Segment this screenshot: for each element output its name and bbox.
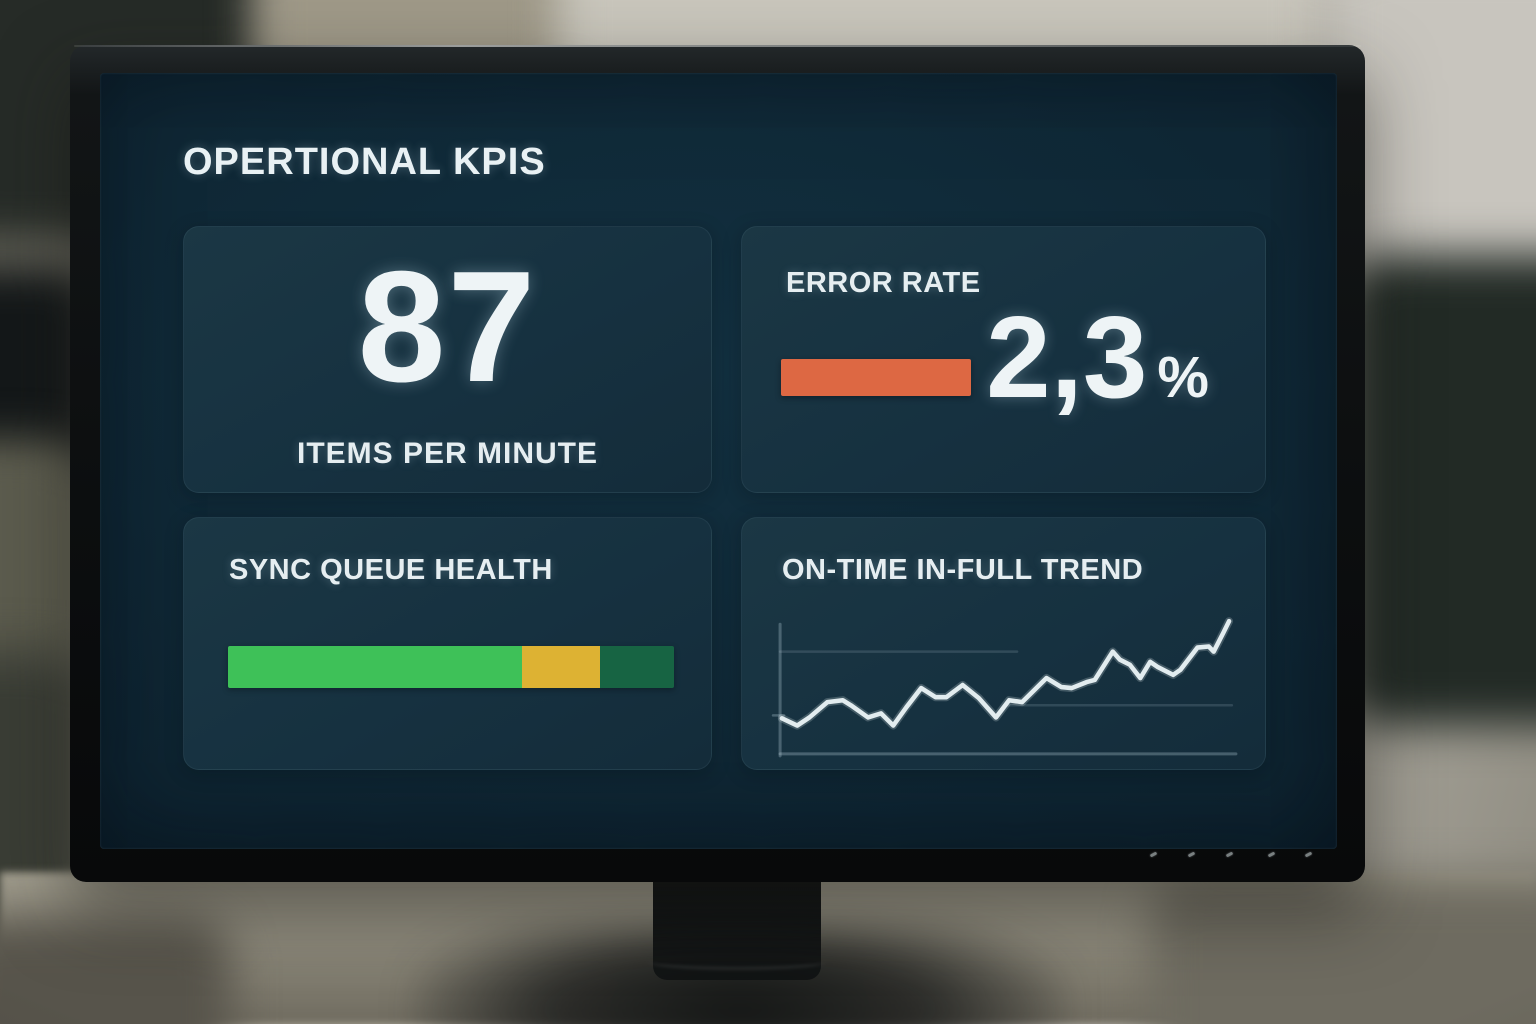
- otif-trend-title: ON-TIME IN-FULL TREND: [782, 554, 1144, 586]
- bezel-button-indicator: [1304, 851, 1313, 858]
- error-rate-title: ERROR RATE: [786, 267, 981, 299]
- sync-queue-stacked-bar: [228, 646, 674, 688]
- error-rate-value: 2,3 %: [986, 299, 1209, 415]
- otif-line-chart-svg: [771, 617, 1238, 758]
- otif-line-chart: [770, 604, 1248, 762]
- sync-queue-title: SYNC QUEUE HEALTH: [229, 554, 553, 586]
- monitor-base-shadow: [415, 925, 1065, 1024]
- error-rate-unit: %: [1157, 345, 1209, 410]
- error-rate-number: 2,3: [986, 292, 1148, 422]
- monitor-bezel: OPERTIONAL KPIS 87 ITEMS PER MINUTE ERRO…: [70, 45, 1365, 882]
- background-furniture-blur: [1345, 255, 1536, 725]
- card-items-per-minute: 87 ITEMS PER MINUTE: [183, 226, 712, 493]
- bezel-button-indicator: [1149, 851, 1158, 858]
- otif-trend-line: [779, 618, 1232, 728]
- card-error-rate: ERROR RATE 2,3 %: [741, 226, 1266, 493]
- background-blur-shape: [1150, 880, 1536, 1024]
- otif-trend-glow: [777, 617, 1234, 730]
- sync-segment-backlog: [600, 646, 674, 688]
- throughput-value: 87: [357, 239, 538, 415]
- bezel-button-indicator: [1225, 851, 1234, 858]
- dashboard-screen: OPERTIONAL KPIS 87 ITEMS PER MINUTE ERRO…: [100, 73, 1337, 849]
- error-rate-bar: [781, 359, 971, 396]
- page-title: OPERTIONAL KPIS: [183, 141, 546, 183]
- sync-segment-healthy: [228, 646, 523, 688]
- card-otif-trend: ON-TIME IN-FULL TREND: [741, 517, 1266, 770]
- bezel-button-indicator: [1267, 851, 1276, 858]
- sync-segment-warning: [522, 646, 601, 688]
- monitor-control-buttons: [1149, 851, 1390, 863]
- throughput-label: ITEMS PER MINUTE: [296, 437, 598, 470]
- card-sync-queue-health: SYNC QUEUE HEALTH: [183, 517, 712, 770]
- bezel-button-indicator: [1187, 851, 1196, 858]
- background-blur-shape: [0, 920, 230, 1024]
